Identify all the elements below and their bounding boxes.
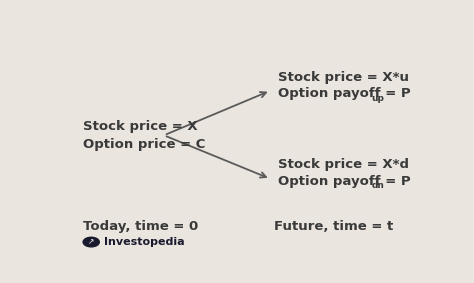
Text: Option payoff = P: Option payoff = P <box>278 87 410 100</box>
Circle shape <box>83 237 99 247</box>
Text: Option price = C: Option price = C <box>83 138 206 151</box>
Text: Stock price = X*d: Stock price = X*d <box>278 158 409 171</box>
Text: Future, time = t: Future, time = t <box>274 220 393 233</box>
Text: Investopedia: Investopedia <box>104 237 184 247</box>
Text: Today, time = 0: Today, time = 0 <box>83 220 199 233</box>
Text: ↗: ↗ <box>88 237 94 246</box>
Text: up: up <box>372 94 384 103</box>
Text: Stock price = X: Stock price = X <box>83 120 198 133</box>
Text: dn: dn <box>372 181 384 190</box>
Text: Stock price = X*u: Stock price = X*u <box>278 71 409 84</box>
Text: Option payoff = P: Option payoff = P <box>278 175 410 188</box>
